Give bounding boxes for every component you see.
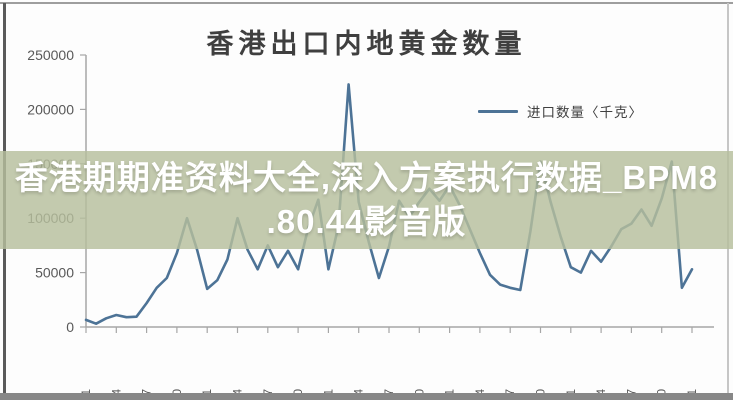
page-top-border xyxy=(0,2,733,4)
watermark-text-line2: .80.44影音版 xyxy=(266,203,467,240)
legend-label: 进口数量〈千克〉 xyxy=(527,105,643,120)
y-tick-label: 0 xyxy=(66,319,74,335)
chart-legend: 进口数量〈千克〉 xyxy=(478,101,643,121)
y-tick-label: 50000 xyxy=(35,265,74,281)
legend-line-swatch xyxy=(478,109,518,113)
chart-title: 香港出口内地黄金数量 xyxy=(206,29,527,59)
watermark-overlay-band: 香港期期准资料大全,深入方案执行数据_BPM8 .80.44影音版 xyxy=(0,151,733,249)
y-tick-label: 250000 xyxy=(27,47,74,63)
y-tick-label: 200000 xyxy=(27,101,74,117)
page-footer-strip xyxy=(0,393,733,400)
watermark-text-line1: 香港期期准资料大全,深入方案执行数据_BPM8 xyxy=(14,159,719,196)
